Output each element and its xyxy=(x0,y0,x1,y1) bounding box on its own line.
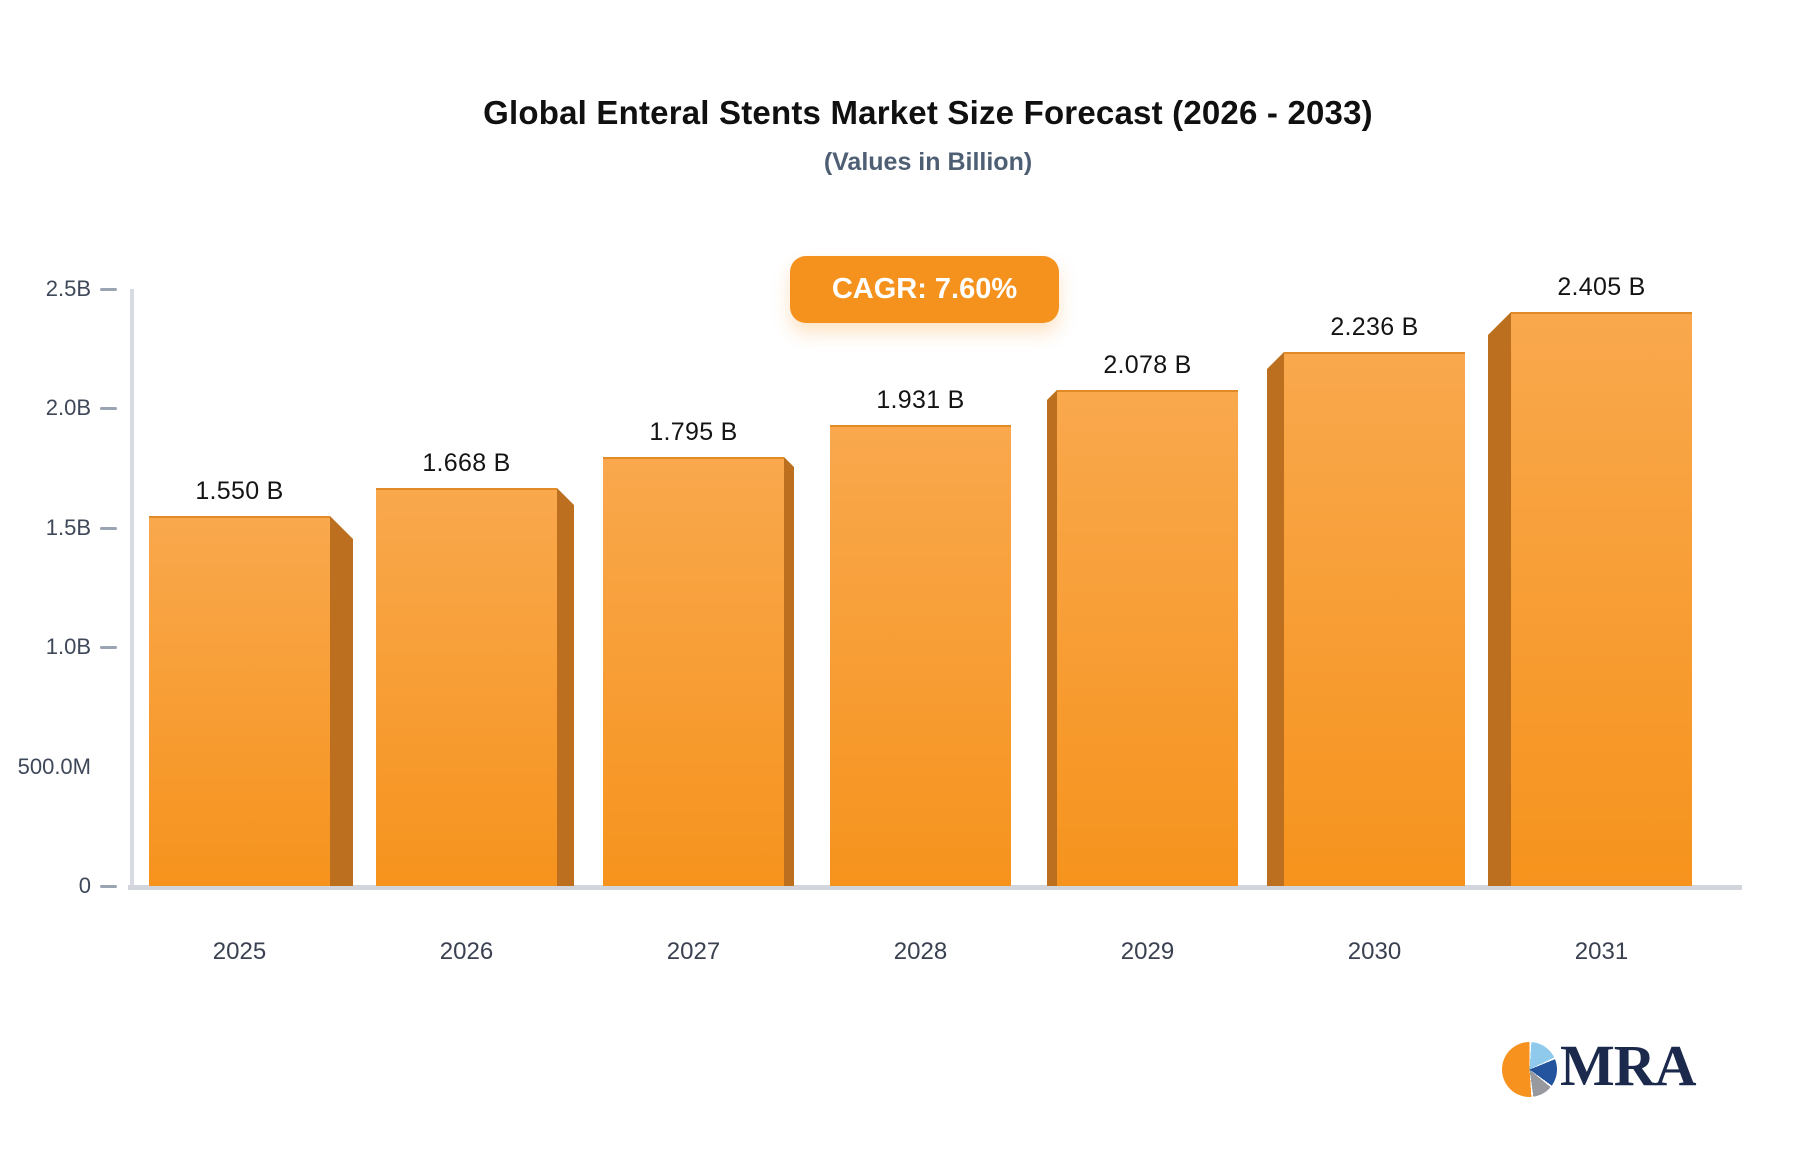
bar-side-2031 xyxy=(1488,312,1511,886)
y-axis-label-2.0B: 2.0B xyxy=(45,395,91,421)
bar-side-2026 xyxy=(557,488,574,886)
bar-2025 xyxy=(149,516,330,886)
x-axis-label-2031: 2031 xyxy=(1574,938,1629,965)
pie-chart-logo-icon xyxy=(1502,1041,1557,1097)
bar-2031 xyxy=(1511,312,1692,886)
x-axis-label-2030: 2030 xyxy=(1347,938,1402,965)
y-axis-tick-2.0B xyxy=(100,407,117,411)
bar-2029 xyxy=(1057,390,1238,886)
logo-text: MRA xyxy=(1560,1033,1697,1098)
bar-value-label-2028: 1.931 B xyxy=(876,386,965,414)
bar-side-2029 xyxy=(1047,390,1057,886)
cagr-badge: CAGR: 7.60% xyxy=(790,256,1059,323)
bar-2027 xyxy=(603,457,784,886)
bar-2028 xyxy=(830,425,1011,886)
x-axis-label-2025: 2025 xyxy=(212,938,267,965)
mra-logo: MRA xyxy=(1502,1033,1697,1100)
y-axis-label-0: 0 xyxy=(78,873,91,898)
bar-value-label-2029: 2.078 B xyxy=(1103,351,1192,379)
y-axis-label-500.0M: 500.0M xyxy=(17,753,91,779)
cagr-badge-label: CAGR: 7.60% xyxy=(831,273,1018,305)
bar-value-label-2025: 1.550 B xyxy=(195,477,284,505)
x-axis-label-2029: 2029 xyxy=(1120,938,1175,965)
bar-value-label-2026: 1.668 B xyxy=(422,449,511,477)
bar-side-2027 xyxy=(784,457,794,886)
y-axis-tick-2.5B xyxy=(100,288,117,291)
bar-side-2030 xyxy=(1267,352,1284,886)
bar-value-label-2027: 1.795 B xyxy=(649,418,738,446)
bar-2030 xyxy=(1284,352,1465,886)
y-axis-tick-0 xyxy=(100,885,117,888)
bar-value-label-2031: 2.405 B xyxy=(1557,273,1646,301)
bar-side-2025 xyxy=(330,516,353,886)
y-axis-line xyxy=(130,289,134,886)
y-axis-tick-1.5B xyxy=(100,526,117,530)
x-axis-label-2027: 2027 xyxy=(666,938,721,965)
bar-2026 xyxy=(376,488,557,886)
y-axis-label-1.0B: 1.0B xyxy=(45,634,91,660)
bar-value-label-2030: 2.236 B xyxy=(1330,313,1419,341)
chart-subtitle: (Values in Billion) xyxy=(823,148,1033,176)
x-axis-label-2028: 2028 xyxy=(893,938,948,965)
x-axis-label-2026: 2026 xyxy=(439,938,494,965)
y-axis-label-2.5B: 2.5B xyxy=(45,276,91,301)
chart-title: Global Enteral Stents Market Size Foreca… xyxy=(483,94,1373,131)
y-axis-label-1.5B: 1.5B xyxy=(45,514,91,540)
x-axis-line xyxy=(128,885,1742,890)
y-axis-tick-1.0B xyxy=(100,646,117,650)
